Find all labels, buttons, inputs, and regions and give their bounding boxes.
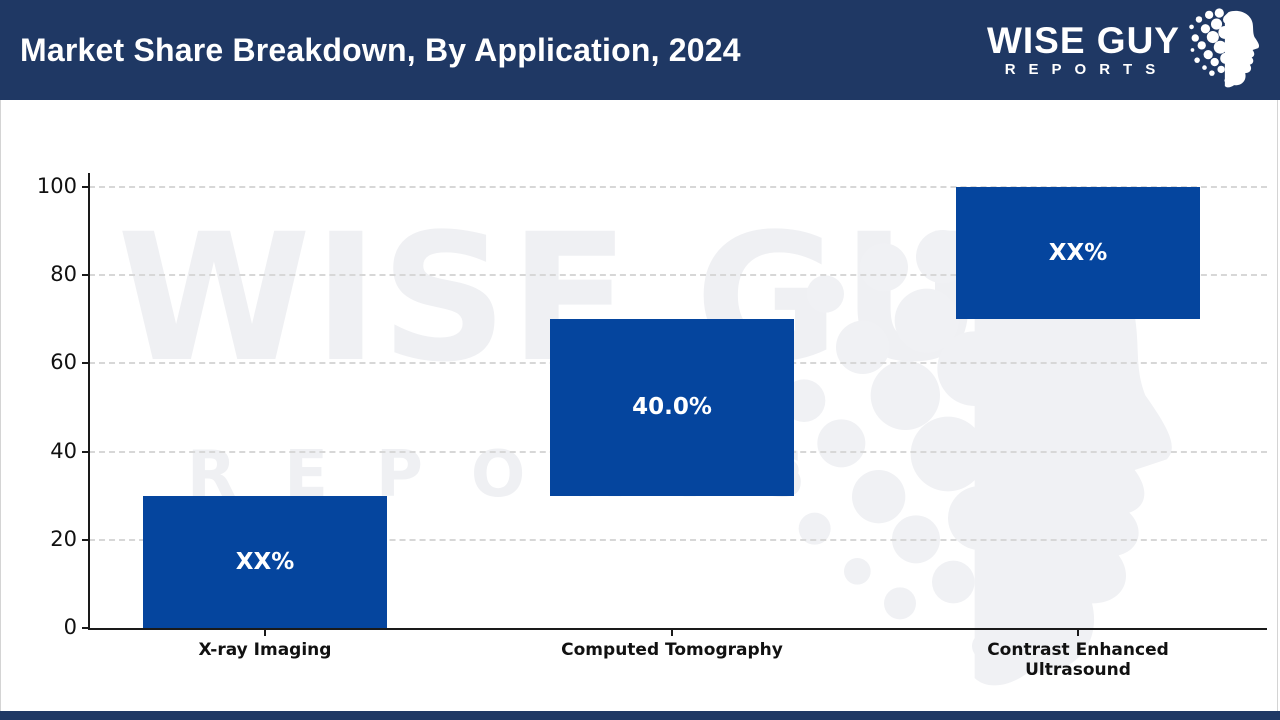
y-tick-60	[82, 362, 89, 365]
y-tick-label: 80	[50, 262, 77, 287]
x-tick-2	[671, 630, 673, 636]
x-axis-line	[88, 628, 1267, 630]
logo-wordmark: WISE GUY	[986, 19, 1180, 61]
gridline-100	[89, 186, 1267, 188]
gridline-80	[89, 274, 1267, 277]
logo-text: WISE GUY REPORTS	[986, 19, 1180, 79]
y-tick-label: 20	[50, 526, 77, 551]
x-tick-3	[1077, 630, 1079, 636]
chart-area: WISE GUY REPORTS 0 20 40 60 80 100 XX% X-ray Im…	[0, 100, 1278, 711]
header-bar: Market Share Breakdown, By Application, …	[0, 0, 1280, 100]
footer-bar	[0, 711, 1280, 720]
bar-1: XX%	[143, 495, 387, 628]
page-title: Market Share Breakdown, By Application, …	[20, 31, 741, 68]
y-tick-label: 40	[50, 438, 77, 463]
y-tick-label: 0	[63, 615, 77, 639]
y-tick-20	[82, 538, 89, 541]
x-tick-1	[264, 630, 266, 636]
gridline-20	[89, 538, 1267, 541]
bar-3: XX%	[956, 187, 1200, 320]
bar-label: 40.0%	[632, 394, 712, 421]
y-tick-label: 60	[50, 350, 77, 375]
y-axis-line	[88, 173, 90, 629]
x-category-label: Computed Tomography	[561, 640, 783, 660]
y-tick-80	[82, 274, 89, 277]
y-tick-100	[82, 186, 89, 188]
bar-label: XX%	[1048, 240, 1108, 267]
logo: WISE GUY REPORTS	[987, 7, 1260, 93]
y-tick-0	[82, 627, 89, 629]
y-tick-40	[82, 450, 89, 453]
x-category-label: Contrast Enhanced Ultrasound	[987, 640, 1169, 681]
y-tick-label: 100	[36, 174, 77, 198]
x-category-label: X-ray Imaging	[198, 640, 332, 660]
logo-subtitle: REPORTS	[1004, 61, 1169, 79]
bar-label: XX%	[235, 548, 295, 575]
logo-face-icon	[1189, 8, 1260, 88]
bar-2: 40.0%	[550, 319, 794, 496]
